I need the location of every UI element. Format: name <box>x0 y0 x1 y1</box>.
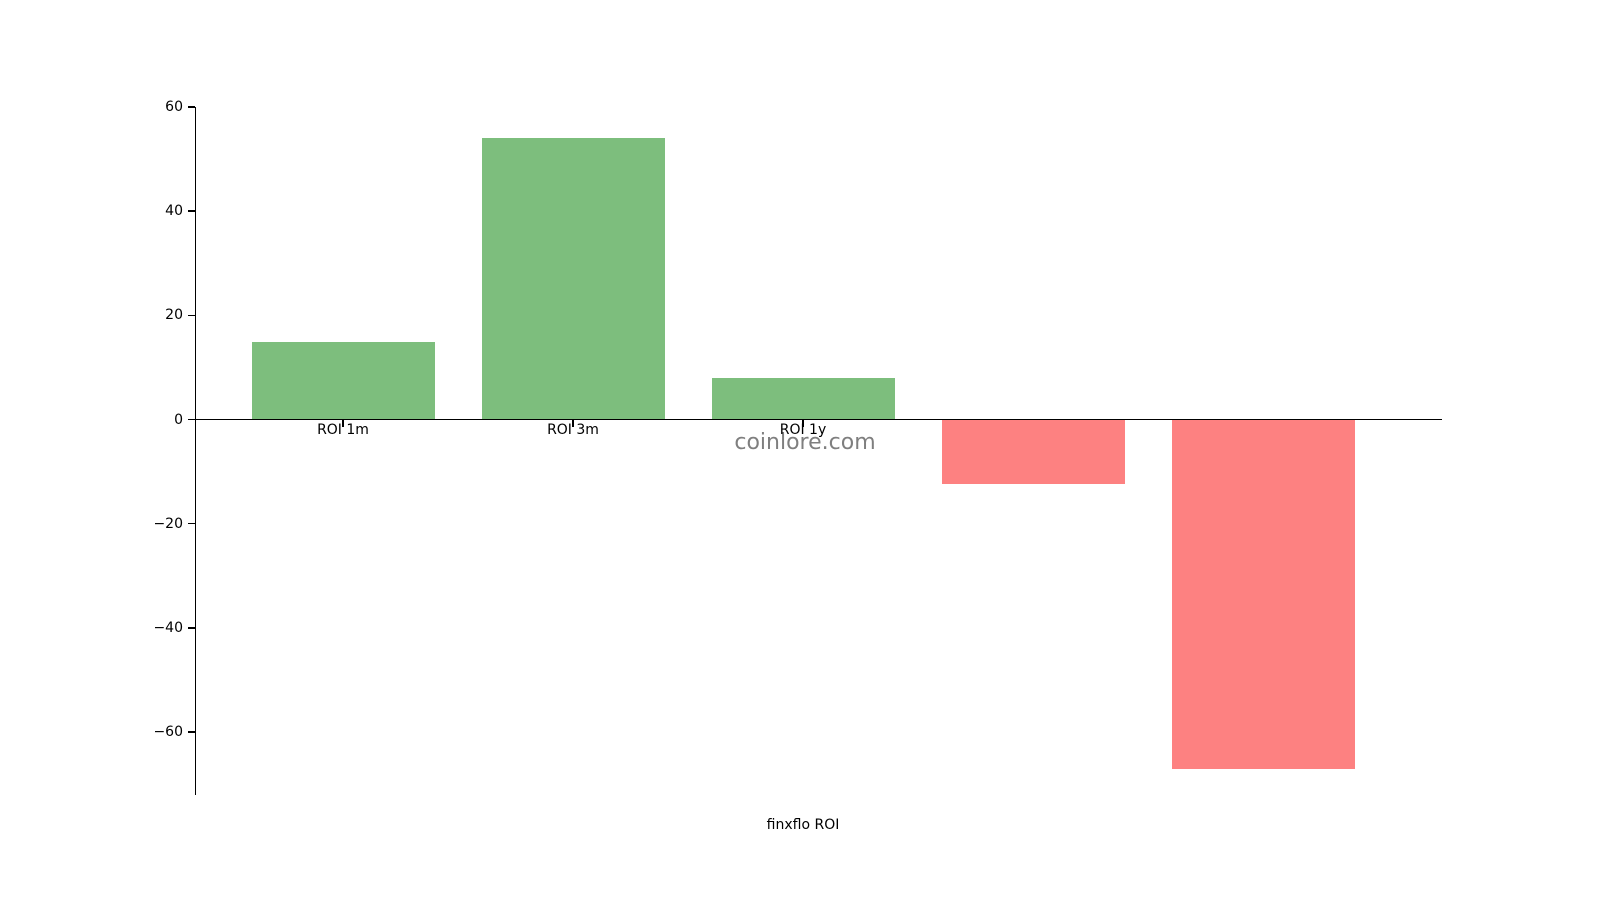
y-tick-label: −20 <box>153 515 183 532</box>
bar-roi-1m <box>251 341 435 420</box>
bar-unlabeled-5 <box>1171 420 1355 770</box>
x-axis-zero-line <box>196 418 1442 421</box>
bar-roi-1y <box>711 377 895 420</box>
y-tick-label: 0 <box>174 411 183 428</box>
y-tick-label: 20 <box>165 307 183 324</box>
y-tick-label: −60 <box>153 724 183 740</box>
y-tick-mark <box>187 210 195 212</box>
y-tick-mark <box>187 418 195 421</box>
x-tick-mark <box>572 419 574 427</box>
x-tick-label: ROI 1y <box>779 421 827 438</box>
x-axis-title: finxflo ROI <box>766 817 840 833</box>
y-tick-mark <box>187 522 195 525</box>
y-tick-mark <box>187 627 195 629</box>
x-tick-mark <box>342 419 344 427</box>
x-tick-label: ROI 3m <box>547 421 599 438</box>
watermark: coinlore.com <box>734 430 876 455</box>
x-tick-mark <box>802 419 804 427</box>
y-tick-mark <box>187 731 195 733</box>
bar-unlabeled-4 <box>941 420 1125 485</box>
x-tick-label: ROI 1m <box>317 421 369 438</box>
y-axis-spine <box>194 107 196 795</box>
y-tick-mark <box>187 106 195 108</box>
y-tick-mark <box>187 314 195 317</box>
y-tick-label: 40 <box>165 203 183 220</box>
y-tick-label: 60 <box>165 99 183 115</box>
y-tick-label: −40 <box>153 619 183 636</box>
bar-roi-3m <box>481 137 665 420</box>
